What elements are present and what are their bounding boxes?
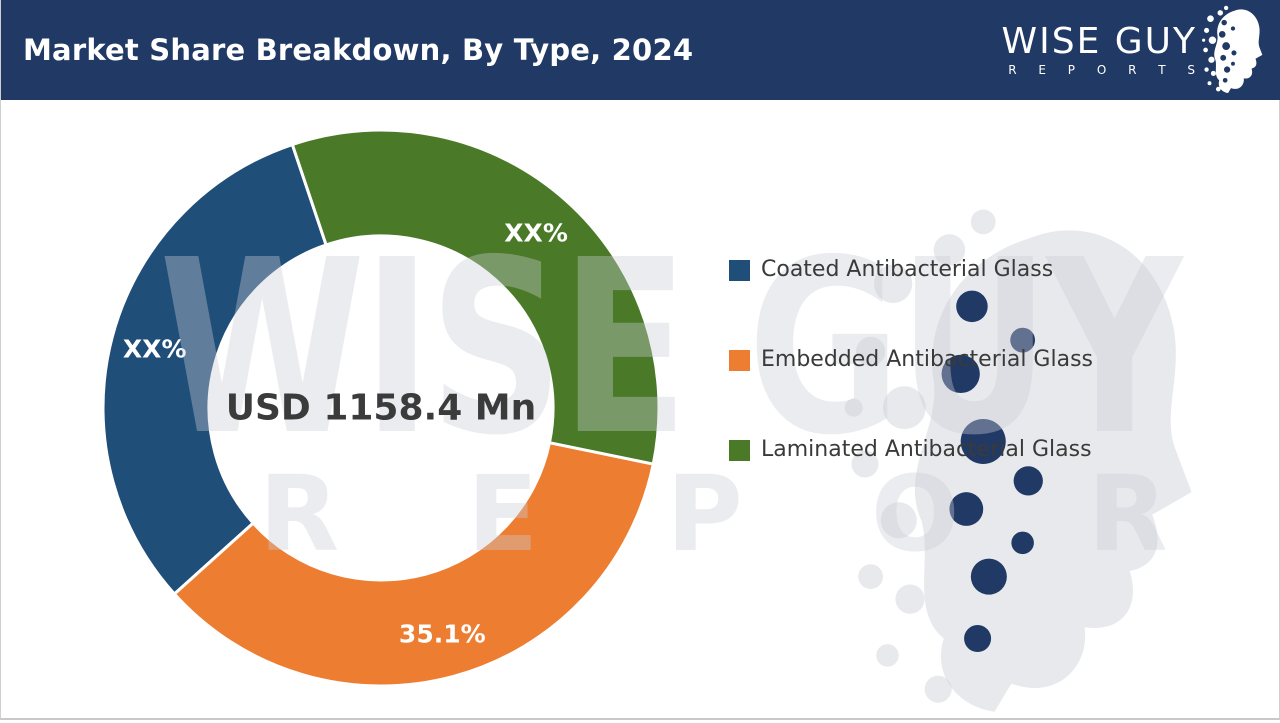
- slice-percentage-label: XX%: [123, 334, 187, 363]
- legend-label: Laminated Antibacterial Glass: [761, 437, 1092, 462]
- page-title: Market Share Breakdown, By Type, 2024: [23, 33, 694, 67]
- legend-label: Embedded Antibacterial Glass: [761, 347, 1093, 372]
- header-bar: Market Share Breakdown, By Type, 2024 WI…: [1, 0, 1280, 100]
- logo-wordmark: WISE GUY: [1001, 21, 1197, 63]
- legend-swatch: [729, 259, 750, 281]
- brand-logo-text: WISE GUY R E P O R T S: [1002, 23, 1198, 77]
- donut-chart: XX% 35.1% XX%: [101, 128, 661, 688]
- brand-logo: WISE GUY R E P O R T S: [1002, 4, 1266, 96]
- legend-swatch: [729, 349, 750, 371]
- legend-label: Coated Antibacterial Glass: [761, 257, 1054, 282]
- donut-segment: [290, 128, 661, 466]
- slice-percentage-label: 35.1%: [399, 620, 486, 649]
- slice-percentage-label: XX%: [504, 219, 568, 248]
- legend-swatch: [729, 439, 750, 461]
- donut-segment: [101, 143, 328, 596]
- legend-item: Embedded Antibacterial Glass: [729, 346, 1093, 374]
- chart-legend: Coated Antibacterial Glass Embedded Anti…: [729, 256, 1093, 526]
- legend-item: Laminated Antibacterial Glass: [729, 436, 1093, 464]
- donut-segment: [172, 441, 655, 688]
- chart-center-value: USD 1158.4 Mn: [225, 387, 537, 429]
- logo-face-icon: [1199, 5, 1265, 95]
- logo-subtext: R E P O R T S: [1008, 62, 1204, 77]
- legend-item: Coated Antibacterial Glass: [729, 256, 1093, 284]
